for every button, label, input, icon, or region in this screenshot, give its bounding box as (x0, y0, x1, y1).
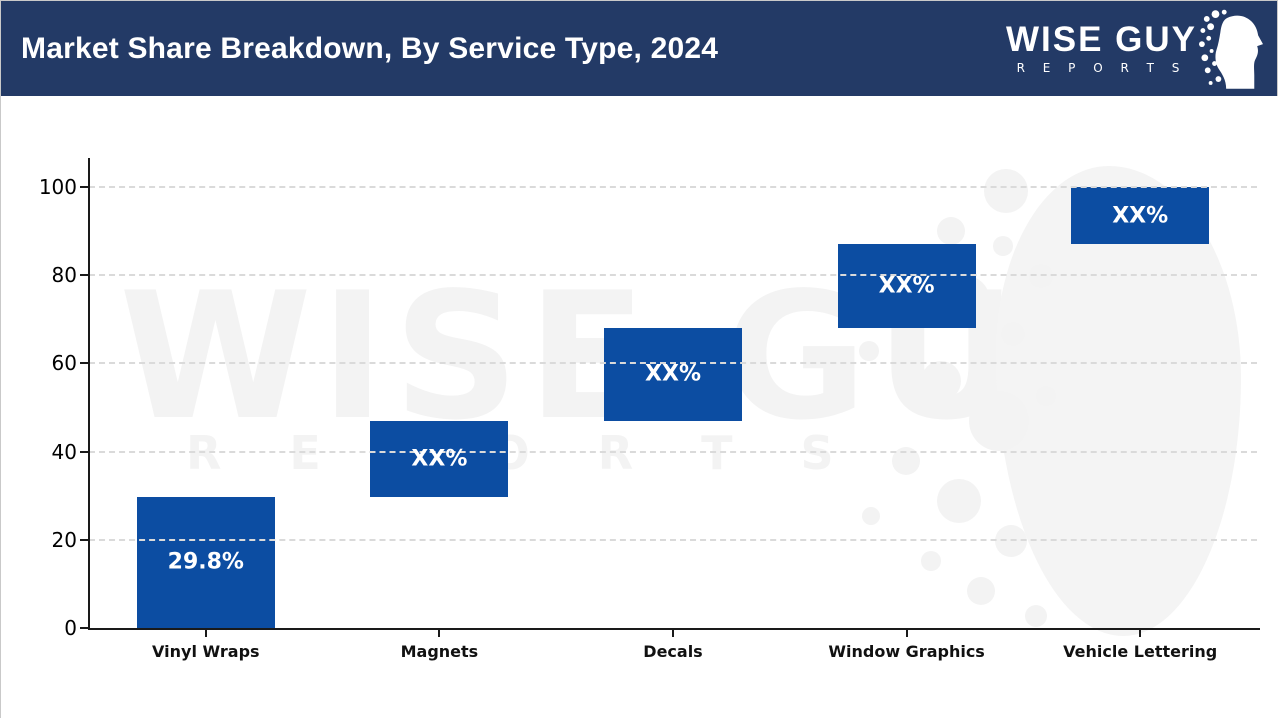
x-tick-3 (905, 629, 908, 637)
watermark-dot (984, 169, 1028, 213)
y-tick-label-0: 0 (64, 616, 77, 640)
y-tick-80 (80, 274, 88, 277)
wise-guy-reports-logo: WISE GUY R E P O R T S (1006, 9, 1263, 89)
watermark-dot (937, 217, 965, 245)
header-bar: Market Share Breakdown, By Service Type,… (1, 1, 1277, 96)
watermark-dot (937, 479, 981, 523)
watermark-dot (1001, 322, 1025, 346)
gridline-60 (89, 362, 1257, 365)
bar-vehicle-lettering (1071, 187, 1210, 245)
x-category-label: Decals (643, 642, 703, 661)
watermark-dot (1036, 386, 1056, 406)
bar-vinyl-wraps (136, 496, 275, 628)
bar-magnets (370, 420, 509, 497)
watermark-dot (859, 341, 879, 361)
y-tick-40 (80, 450, 88, 453)
logo-text: WISE GUY R E P O R T S (1006, 22, 1197, 75)
chart-title: Market Share Breakdown, By Service Type,… (21, 31, 719, 65)
watermark-dot (993, 236, 1013, 256)
watermark-dot (969, 391, 1029, 451)
bar-value-label: XX% (1112, 203, 1169, 229)
y-tick-label-20: 20 (51, 527, 77, 552)
gridline-80 (89, 274, 1257, 277)
x-axis-line (88, 628, 1260, 630)
x-category-label: Vinyl Wraps (152, 642, 260, 661)
x-tick-2 (672, 629, 674, 637)
watermark-subtitle: R E P O R T S (186, 426, 860, 480)
bar-window-graphics (837, 244, 976, 329)
watermark-dot (862, 507, 880, 525)
y-tick-label-80: 80 (51, 263, 77, 288)
x-category-label: Magnets (400, 642, 479, 661)
x-tick-1 (438, 629, 441, 637)
y-tick-20 (80, 538, 88, 541)
watermark-dot (921, 361, 961, 401)
y-tick-100 (80, 186, 88, 188)
watermark-dot (921, 551, 941, 571)
y-axis-line (88, 158, 90, 630)
y-tick-0 (80, 627, 88, 629)
bar-value-label: XX% (645, 361, 701, 387)
logo-subtitle: R E P O R T S (1016, 61, 1187, 75)
bar-value-label: XX% (411, 446, 468, 472)
x-category-label: Window Graphics (828, 642, 985, 661)
watermark-dot (995, 525, 1027, 557)
y-tick-label-40: 40 (51, 439, 77, 464)
x-tick-0 (204, 629, 207, 637)
y-tick-60 (80, 362, 88, 365)
watermark-dot (1025, 605, 1047, 627)
gridline-20 (89, 538, 1257, 541)
bar-decals (604, 328, 742, 421)
y-tick-label-100: 100 (38, 175, 77, 199)
bar-value-label: 29.8% (167, 549, 244, 575)
bar-value-label: XX% (878, 273, 935, 299)
head-profile-icon (1199, 9, 1263, 89)
watermark-dot (967, 577, 995, 605)
x-category-label: Vehicle Lettering (1063, 642, 1218, 661)
gridline-40 (89, 450, 1257, 453)
chart-area: WISE GUY R E P O R T S 0 20 40 60 80 100 29.8%… (1, 96, 1279, 719)
logo-wordmark: WISE GUY (1005, 20, 1197, 59)
y-tick-label-60: 60 (51, 351, 77, 376)
gridline-100 (89, 186, 1257, 188)
x-tick-4 (1139, 629, 1142, 637)
